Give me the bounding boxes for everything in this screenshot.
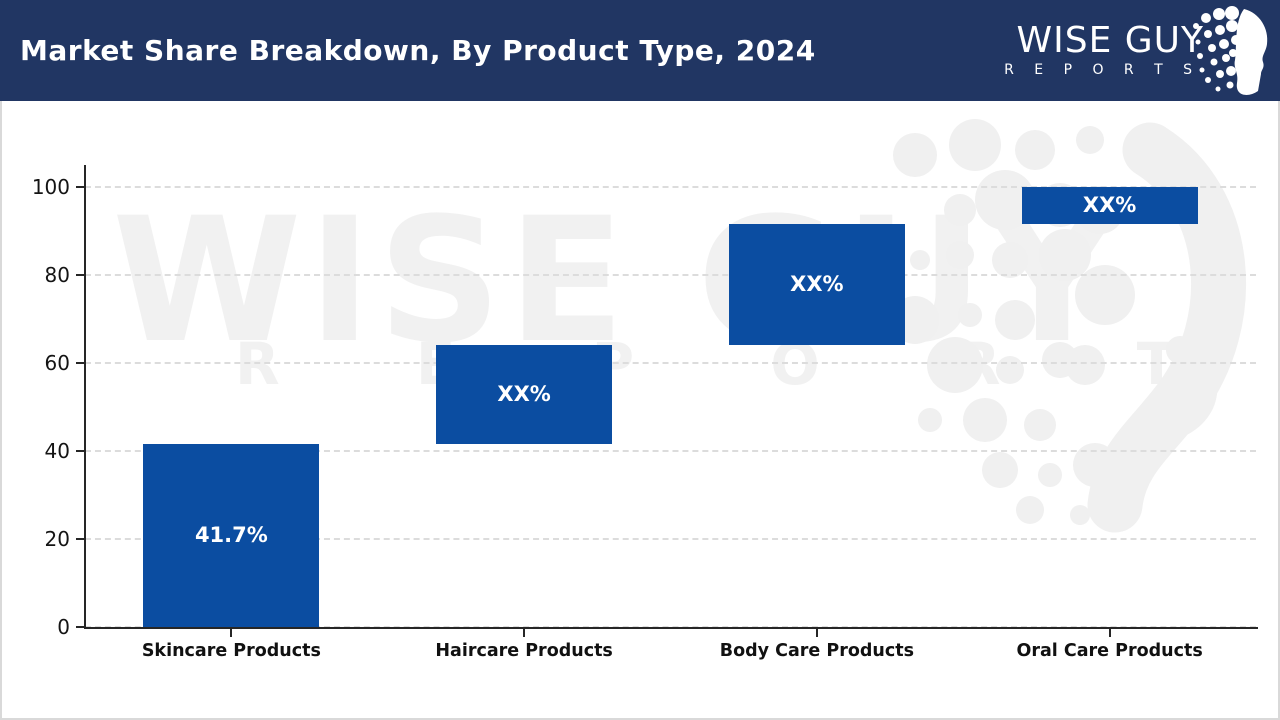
y-gridline xyxy=(85,362,1256,364)
watermark-face-icon xyxy=(891,119,1247,533)
y-gridline xyxy=(85,186,1256,188)
y-tick-label: 40 xyxy=(44,439,70,463)
x-tick-mark xyxy=(1108,629,1111,637)
y-tick-mark xyxy=(76,186,85,188)
x-category-label: Haircare Products xyxy=(435,641,613,661)
y-tick-mark xyxy=(76,538,85,540)
logo-wordmark: WISE GUY xyxy=(1016,20,1204,61)
x-axis-spine xyxy=(84,627,1258,629)
y-gridline xyxy=(85,538,1256,540)
bar-value-label: 41.7% xyxy=(194,523,268,548)
x-category-label: Skincare Products xyxy=(141,641,321,661)
y-tick-mark xyxy=(76,450,85,452)
y-tick-mark xyxy=(76,274,85,276)
x-tick-mark xyxy=(523,629,526,637)
y-gridline xyxy=(85,274,1256,276)
y-tick-label: 80 xyxy=(44,263,70,287)
y-tick-mark xyxy=(76,626,85,628)
y-tick-label: 60 xyxy=(44,351,70,375)
y-axis-spine xyxy=(84,165,86,629)
header: Market Share Breakdown, By Product Type,… xyxy=(0,0,1280,101)
bar-segment: XX% xyxy=(728,223,905,345)
page-title: Market Share Breakdown, By Product Type,… xyxy=(20,34,816,67)
y-tick-label: 20 xyxy=(44,527,70,551)
wiseguy-logo: WISE GUY R E P O R T S xyxy=(1004,0,1272,101)
waterfall-chart: 0 20 40 60 80 100 41.7% Skincare Products XX% Hai… xyxy=(0,101,1280,720)
bar-segment: XX% xyxy=(1021,187,1198,224)
logo-reports-text: R E P O R T S xyxy=(1004,62,1200,78)
bar-value-label: XX% xyxy=(497,382,551,407)
x-category-label: Oral Care Products xyxy=(1016,641,1203,661)
x-tick-mark xyxy=(230,629,233,637)
y-tick-label: 0 xyxy=(57,615,70,639)
x-tick-mark xyxy=(815,629,818,637)
bar-value-label: XX% xyxy=(1082,193,1137,218)
x-category-label: Body Care Products xyxy=(719,641,914,661)
logo-face-icon xyxy=(1193,6,1268,95)
y-gridline xyxy=(85,450,1256,452)
y-tick-mark xyxy=(76,362,85,364)
bar-segment: 41.7% xyxy=(143,443,320,627)
bar-value-label: XX% xyxy=(790,272,844,297)
bar-segment: XX% xyxy=(436,344,613,444)
y-tick-label: 100 xyxy=(31,175,70,199)
